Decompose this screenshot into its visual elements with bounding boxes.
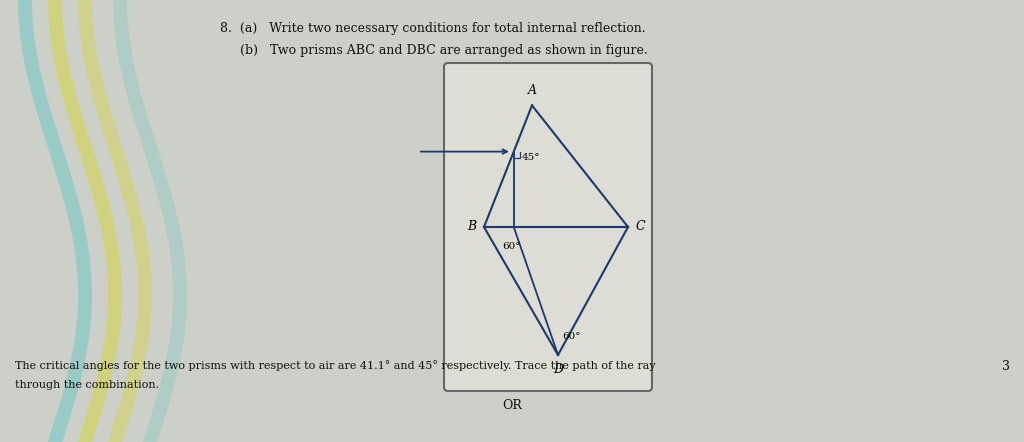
- Text: B: B: [467, 221, 476, 233]
- Text: 3: 3: [1002, 360, 1010, 373]
- Text: through the combination.: through the combination.: [15, 380, 159, 390]
- Text: The critical angles for the two prisms with respect to air are 41.1° and 45° res: The critical angles for the two prisms w…: [15, 360, 655, 371]
- Text: OR: OR: [502, 399, 522, 412]
- Text: (b)   Two prisms ABC and DBC are arranged as shown in figure.: (b) Two prisms ABC and DBC are arranged …: [220, 44, 648, 57]
- Text: 60°: 60°: [562, 332, 581, 341]
- Text: 45°: 45°: [522, 152, 541, 162]
- Text: 60°: 60°: [502, 242, 520, 251]
- FancyBboxPatch shape: [444, 63, 652, 391]
- Text: 8.  (a)   Write two necessary conditions for total internal reflection.: 8. (a) Write two necessary conditions fo…: [220, 22, 645, 35]
- Text: A: A: [527, 84, 537, 97]
- Text: C: C: [636, 221, 645, 233]
- Text: D: D: [553, 363, 563, 376]
